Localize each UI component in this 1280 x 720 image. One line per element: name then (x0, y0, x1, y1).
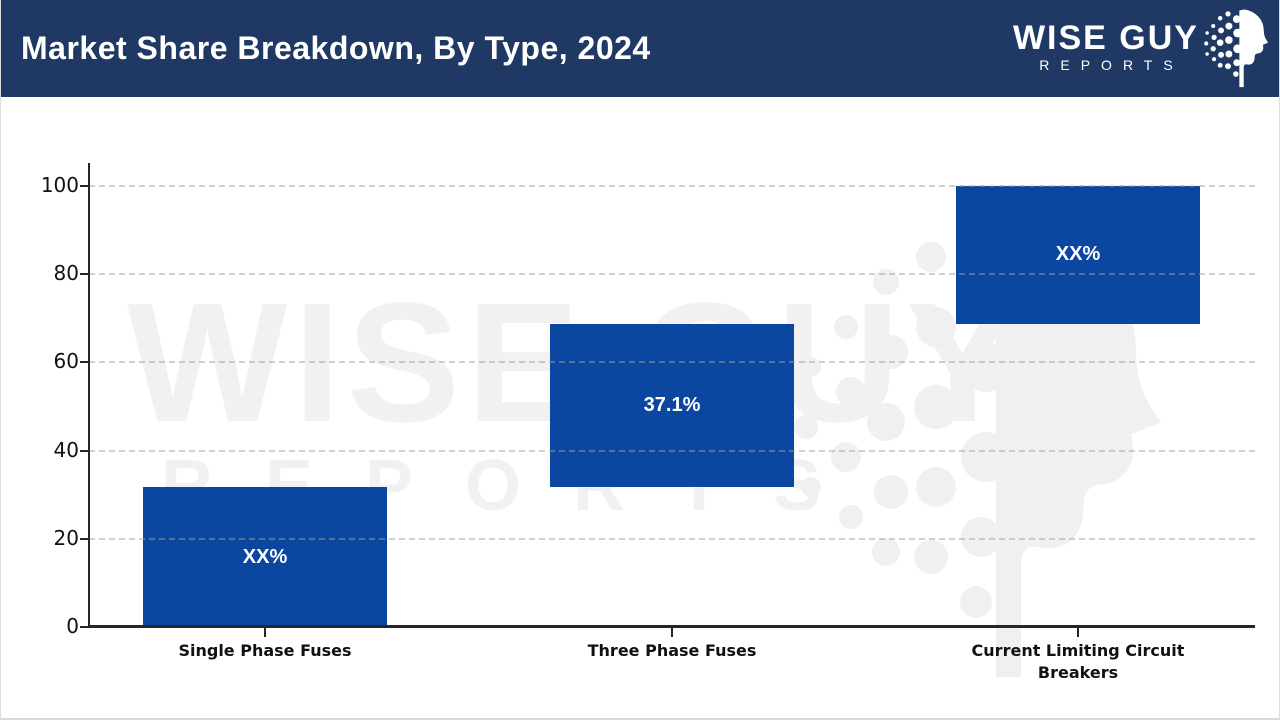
y-tick-label-100: 100 (40, 173, 79, 197)
x-category-label-current-limiting-circuit-breakers: Current Limiting Circuit Breakers (971, 641, 1185, 682)
bar-single-phase-fuses: XX% (143, 487, 387, 627)
gridline-60 (89, 361, 1255, 364)
y-tick-label-20: 20 (53, 525, 79, 550)
y-tick-label-80: 80 (53, 261, 79, 286)
bar-value-label-single-phase-fuses: XX% (242, 545, 288, 568)
x-tick-mark-current-limiting-circuit-breakers (1077, 628, 1079, 637)
logo-subtitle: REPORTS (1039, 57, 1184, 74)
y-tick-mark-100 (80, 185, 88, 187)
y-tick-label-40: 40 (53, 437, 79, 462)
gridline-100 (89, 185, 1255, 187)
y-tick-mark-20 (80, 537, 88, 540)
gridline-80 (89, 273, 1255, 276)
y-tick-label-60: 60 (53, 349, 79, 374)
bar-three-phase-fuses: 37.1% (550, 323, 794, 488)
y-axis-line (88, 163, 90, 627)
plot-area: 0 20 40 60 80 100 XX% Single Phase Fuses 37.1% Th… (1, 97, 1279, 718)
y-tick-label-0: 0 (66, 614, 79, 638)
y-tick-mark-40 (80, 449, 88, 452)
header-bar: Market Share Breakdown, By Type, 2024 WI… (1, 0, 1279, 97)
chart-canvas: WISE GUY REPORTS 0 20 40 60 80 100 XX% Single P… (1, 97, 1279, 718)
x-axis-line (88, 625, 1255, 628)
bar-value-label-current-limiting-circuit-breakers: XX% (1055, 243, 1101, 266)
bar-current-limiting-circuit-breakers: XX% (956, 186, 1200, 324)
logo-wordmark: WISE GUY (1012, 18, 1199, 57)
x-tick-mark-single-phase-fuses (264, 628, 266, 637)
x-category-label-three-phase-fuses: Three Phase Fuses (587, 641, 757, 660)
x-tick-mark-three-phase-fuses (671, 628, 673, 637)
y-tick-mark-0 (80, 626, 88, 628)
logo-text: WISE GUY REPORTS (1012, 18, 1199, 74)
y-tick-mark-80 (80, 273, 88, 276)
chart-title: Market Share Breakdown, By Type, 2024 (21, 30, 651, 66)
wiseguy-logo: WISE GUY REPORTS (1013, 4, 1269, 90)
gridline-20 (89, 537, 1255, 540)
x-category-label-single-phase-fuses: Single Phase Fuses (178, 641, 352, 660)
bar-value-label-three-phase-fuses: 37.1% (643, 393, 701, 416)
y-tick-mark-60 (80, 361, 88, 364)
wiseguy-face-icon (1201, 4, 1269, 90)
gridline-40 (89, 449, 1255, 452)
